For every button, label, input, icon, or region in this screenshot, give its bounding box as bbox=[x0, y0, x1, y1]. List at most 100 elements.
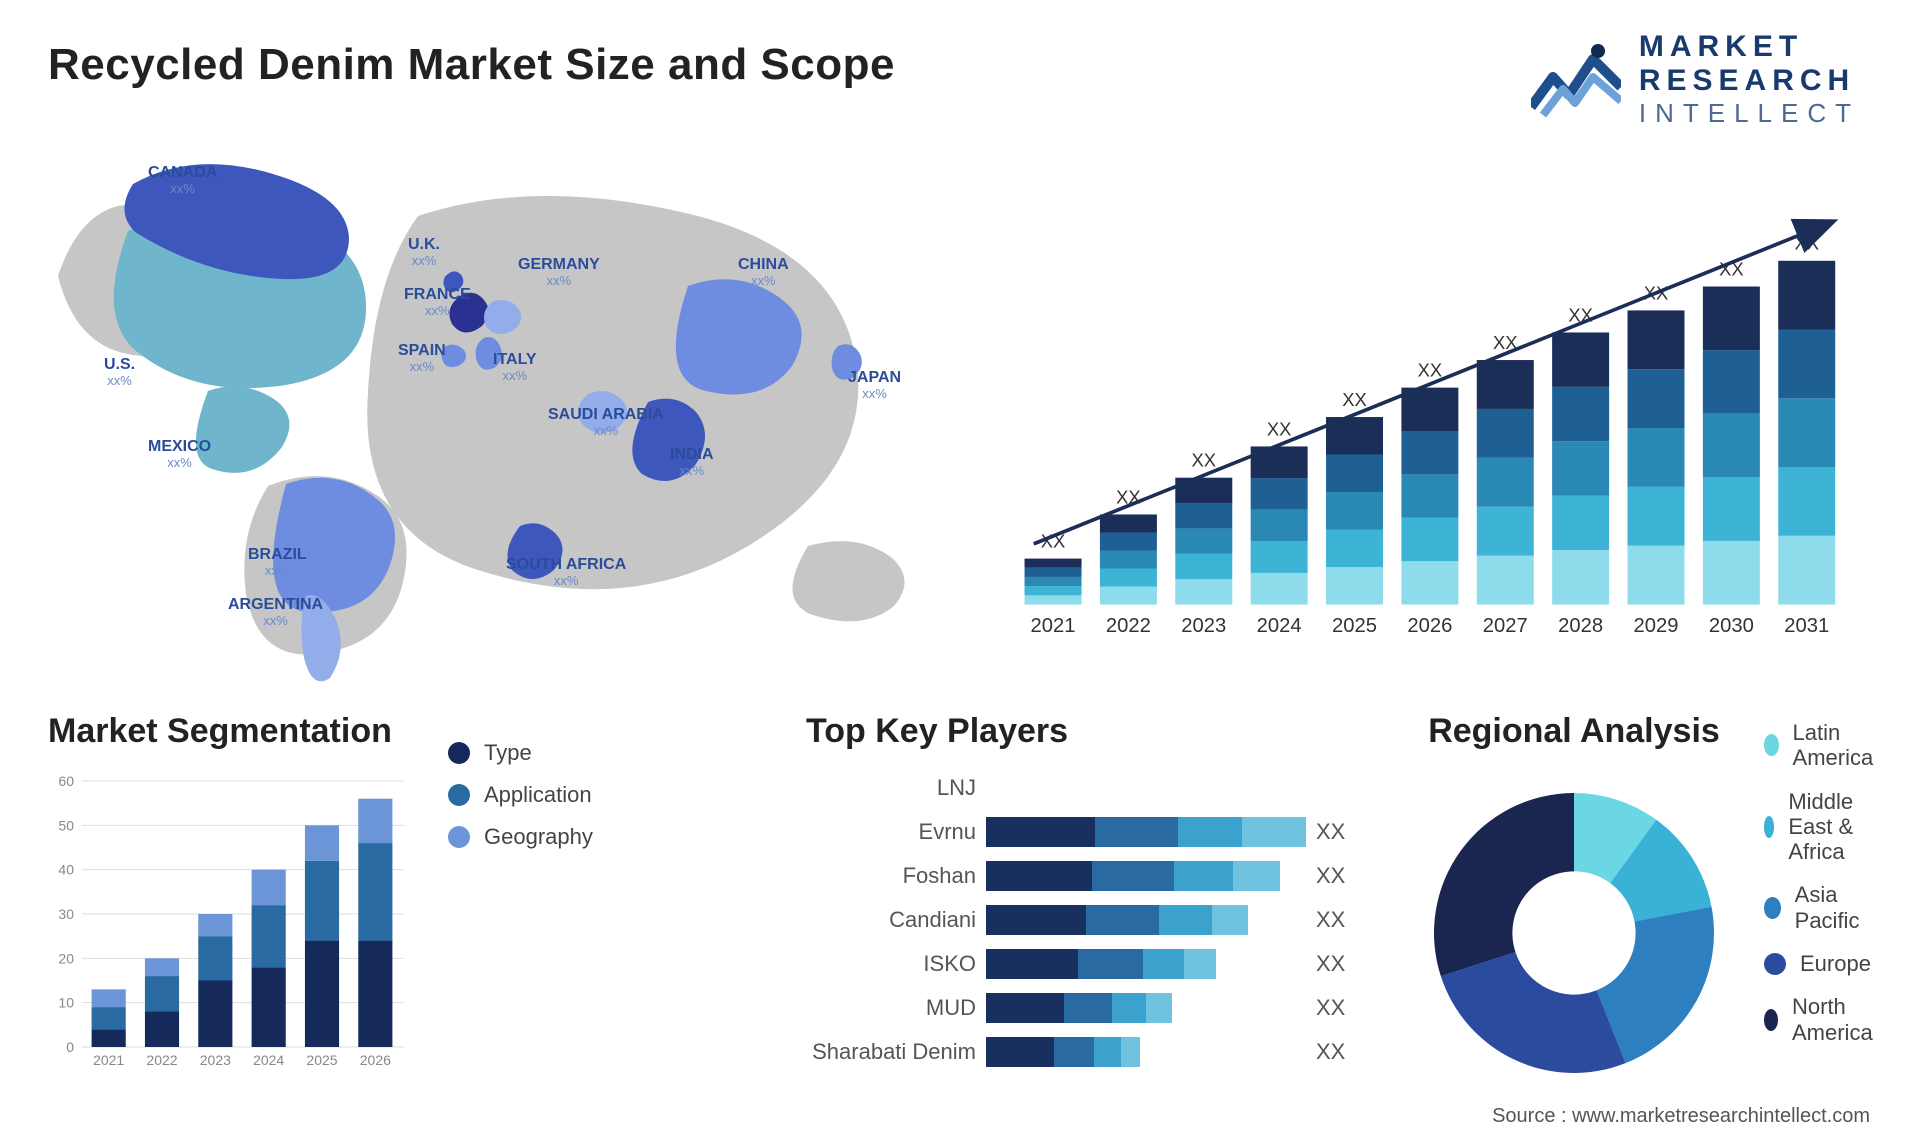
player-value: XX bbox=[1316, 1039, 1376, 1065]
svg-text:2028: 2028 bbox=[1558, 615, 1603, 637]
world-map: CANADAxx%U.S.xx%MEXICOxx%BRAZILxx%ARGENT… bbox=[48, 126, 968, 686]
svg-text:XX: XX bbox=[1342, 389, 1367, 410]
growth-chart: XX2021XX2022XX2023XX2024XX2025XX2026XX20… bbox=[1008, 126, 1872, 686]
svg-text:2022: 2022 bbox=[146, 1052, 177, 1068]
regional-legend-item: Europe bbox=[1764, 951, 1881, 976]
legend-swatch-icon bbox=[448, 742, 470, 764]
player-value: XX bbox=[1316, 907, 1376, 933]
svg-text:0: 0 bbox=[66, 1039, 74, 1055]
svg-text:50: 50 bbox=[58, 817, 74, 833]
svg-text:2021: 2021 bbox=[1031, 615, 1076, 637]
svg-text:30: 30 bbox=[58, 906, 74, 922]
legend-label: Europe bbox=[1800, 951, 1871, 976]
map-label-canada: CANADAxx% bbox=[148, 164, 217, 197]
svg-text:2031: 2031 bbox=[1784, 615, 1829, 637]
svg-text:XX: XX bbox=[1192, 450, 1217, 471]
segmentation-panel: Market Segmentation 0 10 20 30 40 50 60 2021 202… bbox=[48, 712, 768, 1073]
map-label-u-s-: U.S.xx% bbox=[104, 356, 135, 389]
player-bar bbox=[986, 817, 1306, 847]
svg-text:60: 60 bbox=[58, 773, 74, 789]
legend-label: Application bbox=[484, 782, 592, 808]
map-label-india: INDIAxx% bbox=[670, 446, 714, 479]
svg-text:10: 10 bbox=[58, 995, 74, 1011]
legend-label: Middle East & Africa bbox=[1788, 789, 1880, 865]
map-label-china: CHINAxx% bbox=[738, 256, 789, 289]
svg-text:2030: 2030 bbox=[1709, 615, 1754, 637]
legend-swatch-icon bbox=[448, 826, 470, 848]
player-value: XX bbox=[1316, 951, 1376, 977]
map-label-japan: JAPANxx% bbox=[848, 369, 901, 402]
legend-label: Type bbox=[484, 740, 532, 766]
player-bar bbox=[986, 949, 1216, 979]
player-bar bbox=[986, 993, 1172, 1023]
svg-text:2026: 2026 bbox=[360, 1052, 391, 1068]
player-row: MUD XX bbox=[806, 993, 1376, 1023]
legend-swatch-icon bbox=[1764, 1009, 1778, 1031]
player-row: Foshan XX bbox=[806, 861, 1376, 891]
svg-text:2021: 2021 bbox=[93, 1052, 124, 1068]
regional-panel: Regional Analysis Latin America Middle Ea… bbox=[1414, 712, 1881, 1073]
legend-swatch-icon bbox=[1764, 897, 1781, 919]
source-text: Source : www.marketresearchintellect.com bbox=[1492, 1105, 1870, 1128]
map-label-brazil: BRAZILxx% bbox=[248, 546, 307, 579]
player-label: LNJ bbox=[806, 775, 976, 801]
seg-legend-item: Type bbox=[448, 740, 593, 766]
map-label-france: FRANCExx% bbox=[404, 286, 471, 319]
player-label: ISKO bbox=[806, 951, 976, 977]
svg-text:40: 40 bbox=[58, 862, 74, 878]
map-label-spain: SPAINxx% bbox=[398, 342, 446, 375]
player-row: EvrnuXX bbox=[806, 817, 1376, 847]
player-row: Candiani XX bbox=[806, 905, 1376, 935]
svg-text:2024: 2024 bbox=[253, 1052, 284, 1068]
svg-text:2026: 2026 bbox=[1407, 615, 1452, 637]
map-label-u-k-: U.K.xx% bbox=[408, 236, 440, 269]
legend-swatch-icon bbox=[1764, 816, 1774, 838]
logo-text-3: INTELLECT bbox=[1639, 98, 1860, 129]
player-row: Sharabati Denim XX bbox=[806, 1037, 1376, 1067]
logo-text-2: RESEARCH bbox=[1639, 64, 1860, 98]
player-label: Evrnu bbox=[806, 819, 976, 845]
logo-text-1: MARKET bbox=[1639, 30, 1860, 64]
brand-logo: MARKET RESEARCH INTELLECT bbox=[1531, 30, 1860, 129]
player-bar bbox=[986, 1037, 1140, 1067]
map-label-saudi-arabia: SAUDI ARABIAxx% bbox=[548, 406, 664, 439]
regional-title: Regional Analysis bbox=[1414, 712, 1734, 751]
legend-swatch-icon bbox=[1764, 734, 1779, 756]
svg-text:2023: 2023 bbox=[200, 1052, 231, 1068]
map-label-south-africa: SOUTH AFRICAxx% bbox=[506, 556, 626, 589]
regional-legend-item: Middle East & Africa bbox=[1764, 789, 1881, 865]
player-value: XX bbox=[1316, 863, 1376, 889]
svg-text:20: 20 bbox=[58, 950, 74, 966]
regional-legend-item: North America bbox=[1764, 994, 1881, 1045]
legend-label: Asia Pacific bbox=[1795, 882, 1881, 933]
svg-text:XX: XX bbox=[1418, 360, 1443, 381]
player-bar bbox=[986, 861, 1280, 891]
player-label: MUD bbox=[806, 995, 976, 1021]
player-label: Candiani bbox=[806, 907, 976, 933]
legend-swatch-icon bbox=[1764, 953, 1786, 975]
map-label-germany: GERMANYxx% bbox=[518, 256, 600, 289]
legend-label: North America bbox=[1792, 994, 1881, 1045]
svg-text:2025: 2025 bbox=[306, 1052, 337, 1068]
players-panel: Top Key Players LNJEvrnuXXFoshanXXCandia… bbox=[806, 712, 1376, 1073]
player-bar bbox=[986, 905, 1248, 935]
regional-legend-item: Latin America bbox=[1764, 720, 1881, 771]
svg-text:2027: 2027 bbox=[1483, 615, 1528, 637]
players-title: Top Key Players bbox=[806, 712, 1376, 751]
player-row: ISKO XX bbox=[806, 949, 1376, 979]
map-label-italy: ITALYxx% bbox=[493, 351, 537, 384]
svg-text:XX: XX bbox=[1267, 418, 1292, 439]
segmentation-title: Market Segmentation bbox=[48, 712, 408, 751]
player-label: Foshan bbox=[806, 863, 976, 889]
player-value: XX bbox=[1316, 995, 1376, 1021]
player-label: Sharabati Denim bbox=[806, 1039, 976, 1065]
legend-swatch-icon bbox=[448, 784, 470, 806]
svg-text:2029: 2029 bbox=[1634, 615, 1679, 637]
regional-legend: Latin America Middle East & Africa Asia Pa… bbox=[1764, 720, 1881, 1073]
svg-text:2025: 2025 bbox=[1332, 615, 1377, 637]
legend-label: Geography bbox=[484, 824, 593, 850]
player-bar bbox=[986, 773, 1306, 803]
player-row: LNJ bbox=[806, 773, 1376, 803]
seg-legend-item: Geography bbox=[448, 824, 593, 850]
map-label-argentina: ARGENTINAxx% bbox=[228, 596, 323, 629]
